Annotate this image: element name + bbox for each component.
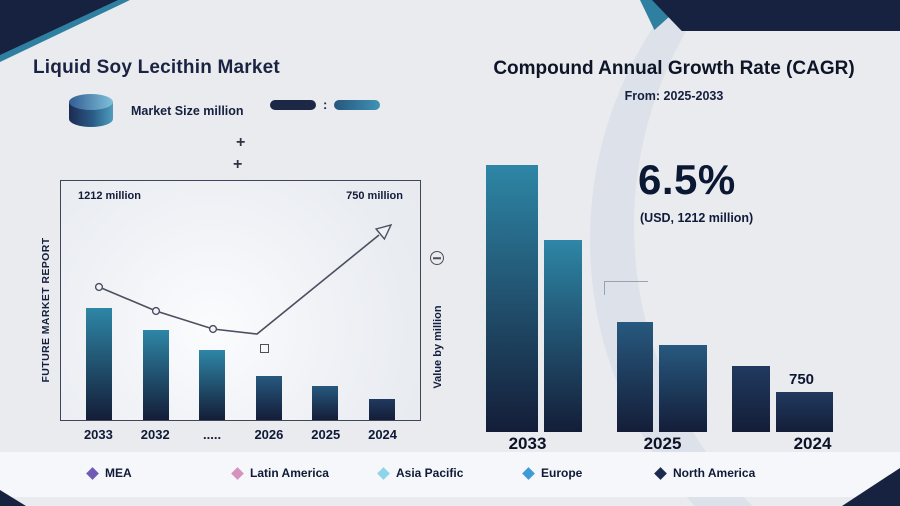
pill-gradient-icon bbox=[334, 100, 381, 110]
diamond-icon bbox=[231, 466, 244, 480]
legend-item-asia-pacific: Asia Pacific bbox=[377, 466, 464, 480]
x-axis-label: 2024 bbox=[368, 427, 398, 442]
cagr-bar-2033 bbox=[486, 165, 538, 432]
legend-label: MEA bbox=[105, 466, 132, 480]
min-value-label: 750 million bbox=[346, 190, 403, 202]
square-marker-icon bbox=[260, 344, 269, 353]
cagr-bar-2024 bbox=[776, 392, 833, 432]
trend-marker bbox=[208, 324, 218, 334]
diamond-icon bbox=[377, 466, 390, 480]
corner-decoration-top-right bbox=[652, 0, 900, 31]
market-size-legend-label: Market Size million bbox=[131, 104, 244, 118]
right-chart-subtitle: From: 2025-2033 bbox=[624, 89, 724, 103]
trend-arrowhead bbox=[374, 223, 393, 241]
max-value-label: 1212 million bbox=[78, 190, 141, 202]
trend-marker bbox=[151, 306, 161, 316]
cagr-bar-2025 bbox=[617, 322, 653, 432]
x-axis-label: 2026 bbox=[254, 427, 284, 442]
step-decoration bbox=[604, 281, 648, 295]
cagr-chart bbox=[480, 160, 865, 432]
market-size-bar bbox=[199, 350, 226, 420]
legend-item-europe: Europe bbox=[522, 466, 583, 480]
cagr-note: (USD, 1212 million) bbox=[640, 211, 754, 225]
legend-item-north-america: North America bbox=[654, 466, 756, 480]
cagr-bar-2033 bbox=[544, 240, 582, 432]
footer-strip bbox=[0, 452, 900, 497]
bar-slot bbox=[297, 386, 354, 420]
legend-label: North America bbox=[673, 466, 756, 480]
trend-line bbox=[98, 234, 380, 335]
bar-group-2025 bbox=[617, 322, 707, 432]
diamond-icon bbox=[522, 466, 535, 480]
bar-slot bbox=[128, 330, 185, 420]
legend-label: Latin America bbox=[250, 466, 329, 480]
left-y-axis-label: FUTURE MARKET REPORT bbox=[40, 237, 52, 383]
trend-arrow-chart bbox=[94, 223, 393, 335]
bar-group-2024 bbox=[732, 366, 833, 432]
plus-mark-icon: + bbox=[233, 156, 243, 173]
market-size-bar bbox=[312, 386, 339, 420]
value-annotation-750: 750 bbox=[789, 371, 815, 388]
market-size-chart-panel: 1212 million 750 million bbox=[60, 180, 421, 421]
market-size-bar bbox=[368, 399, 395, 420]
diamond-icon bbox=[86, 466, 99, 480]
x-axis-label: 2024 bbox=[793, 434, 832, 453]
x-axis-label: 2033 bbox=[508, 434, 547, 453]
diamond-icon bbox=[654, 466, 667, 480]
x-axis-label: 2033 bbox=[83, 427, 113, 442]
cagr-value: 6.5% bbox=[638, 156, 736, 203]
cagr-bar-2024 bbox=[732, 366, 770, 432]
legend-label: Asia Pacific bbox=[396, 466, 464, 480]
bar-slot bbox=[241, 376, 298, 420]
left-x-axis: 2033 2032 ..... 2026 2025 2024 bbox=[60, 427, 421, 442]
plus-mark-icon: + bbox=[236, 134, 246, 151]
market-size-bar bbox=[255, 376, 282, 420]
pill-navy-icon bbox=[270, 100, 316, 110]
cylinder-icon bbox=[69, 94, 113, 127]
legend-label: Europe bbox=[541, 466, 583, 480]
market-size-legend: Market Size million bbox=[62, 90, 244, 132]
bar-slot bbox=[184, 350, 241, 420]
right-chart-title: Compound Annual Growth Rate (CAGR) bbox=[493, 58, 855, 79]
pill-separator: : bbox=[323, 97, 328, 112]
bar-slot bbox=[71, 308, 128, 420]
x-axis-label: 2025 bbox=[311, 427, 341, 442]
right-y-axis-label: Value by million bbox=[432, 305, 444, 389]
x-axis-label: 2025 bbox=[643, 434, 682, 453]
x-axis-label: 2032 bbox=[140, 427, 170, 442]
x-axis-label: ..... bbox=[203, 427, 222, 442]
market-size-bar bbox=[142, 330, 169, 420]
market-size-bars bbox=[61, 308, 420, 420]
trend-marker bbox=[94, 282, 104, 292]
circle-minus-icon bbox=[430, 251, 444, 265]
left-chart-title: Liquid Soy Lecithin Market bbox=[33, 57, 280, 78]
market-size-bar bbox=[86, 308, 113, 420]
legend-item-latin-america: Latin America bbox=[231, 466, 329, 480]
cagr-bar-2025 bbox=[659, 345, 707, 432]
bar-slot bbox=[354, 399, 411, 420]
scale-pills: : bbox=[270, 97, 381, 112]
legend-item-mea: MEA bbox=[86, 466, 132, 480]
bar-group-2033 bbox=[486, 165, 582, 432]
